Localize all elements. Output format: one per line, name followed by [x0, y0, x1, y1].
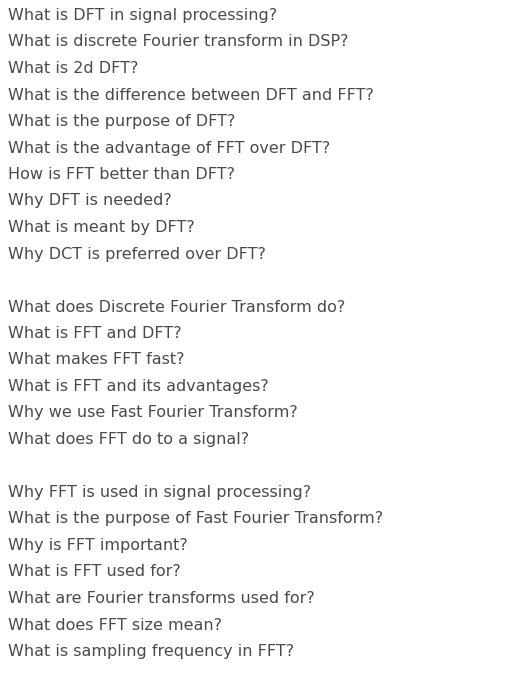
Text: What is 2d DFT?: What is 2d DFT?	[8, 61, 138, 76]
Text: Why is FFT important?: Why is FFT important?	[8, 538, 188, 553]
Text: What is the difference between DFT and FFT?: What is the difference between DFT and F…	[8, 88, 374, 102]
Text: What is FFT used for?: What is FFT used for?	[8, 564, 181, 580]
Text: What is discrete Fourier transform in DSP?: What is discrete Fourier transform in DS…	[8, 34, 348, 50]
Text: What does FFT size mean?: What does FFT size mean?	[8, 617, 222, 633]
Text: What is sampling frequency in FFT?: What is sampling frequency in FFT?	[8, 644, 294, 659]
Text: What is FFT and DFT?: What is FFT and DFT?	[8, 326, 182, 341]
Text: Why DCT is preferred over DFT?: Why DCT is preferred over DFT?	[8, 246, 266, 262]
Text: Why we use Fast Fourier Transform?: Why we use Fast Fourier Transform?	[8, 405, 298, 421]
Text: Why DFT is needed?: Why DFT is needed?	[8, 193, 172, 209]
Text: Why FFT is used in signal processing?: Why FFT is used in signal processing?	[8, 485, 311, 500]
Text: How is FFT better than DFT?: How is FFT better than DFT?	[8, 167, 235, 182]
Text: What is the purpose of Fast Fourier Transform?: What is the purpose of Fast Fourier Tran…	[8, 512, 383, 526]
Text: What makes FFT fast?: What makes FFT fast?	[8, 353, 184, 368]
Text: What is the advantage of FFT over DFT?: What is the advantage of FFT over DFT?	[8, 141, 330, 155]
Text: What is FFT and its advantages?: What is FFT and its advantages?	[8, 379, 269, 394]
Text: What does Discrete Fourier Transform do?: What does Discrete Fourier Transform do?	[8, 300, 345, 314]
Text: What are Fourier transforms used for?: What are Fourier transforms used for?	[8, 591, 315, 606]
Text: What is meant by DFT?: What is meant by DFT?	[8, 220, 195, 235]
Text: What does FFT do to a signal?: What does FFT do to a signal?	[8, 432, 249, 447]
Text: What is the purpose of DFT?: What is the purpose of DFT?	[8, 114, 235, 129]
Text: What is DFT in signal processing?: What is DFT in signal processing?	[8, 8, 277, 23]
